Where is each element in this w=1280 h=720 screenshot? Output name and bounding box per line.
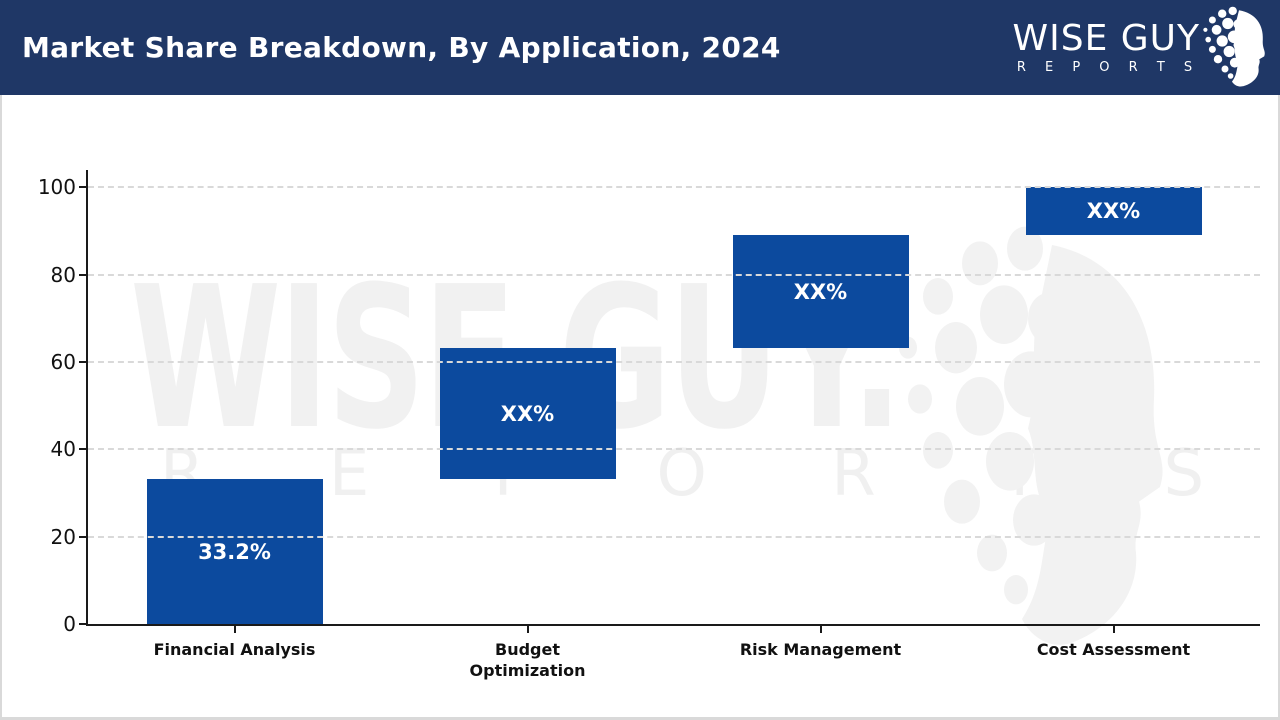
y-tick-label: 20: [50, 524, 76, 549]
y-tick-label: 60: [50, 350, 76, 375]
y-tick: [79, 535, 88, 538]
logo-wordmark-sub: R E P O R T S: [1016, 59, 1200, 75]
dotted-head-icon: [1203, 6, 1265, 87]
y-axis: [86, 170, 88, 626]
category-label: Financial Analysis: [153, 640, 316, 659]
logo-wordmark: WISE GUY R E P O R T S: [1012, 17, 1201, 75]
x-tick: [233, 626, 236, 633]
y-tick: [79, 448, 88, 451]
bar: [1025, 187, 1202, 236]
y-tick: [79, 186, 88, 189]
gridline: [88, 361, 1260, 364]
gridline: [88, 535, 1260, 538]
category-label: Cost Assessment: [1036, 640, 1191, 659]
y-tick-label: 100: [37, 175, 76, 200]
y-tick: [79, 623, 88, 625]
page-title: Market Share Breakdown, By Application, …: [22, 31, 781, 64]
bar: [732, 235, 909, 349]
y-tick-label: 0: [63, 612, 76, 636]
category-label: Risk Management: [739, 640, 902, 659]
bar-value-label: 33.2%: [198, 539, 271, 564]
x-tick: [1112, 626, 1115, 633]
x-tick: [526, 626, 529, 633]
watermark-head-icon: [899, 226, 1163, 645]
bar-value-label: XX%: [793, 279, 848, 304]
logo-wordmark-main: WISE GUY: [1012, 17, 1200, 59]
bar-value-label: XX%: [500, 401, 555, 426]
bar: [146, 479, 323, 624]
y-tick: [79, 361, 88, 364]
gridline: [88, 273, 1260, 276]
y-tick-label: 40: [50, 437, 76, 462]
bar-value-label: XX%: [1086, 199, 1141, 224]
gridline: [88, 186, 1260, 189]
brand-logo: WISE GUY R E P O R T S: [1013, 0, 1269, 95]
y-tick: [79, 273, 88, 276]
category-label: Budget Optimization: [469, 640, 586, 680]
x-tick: [819, 626, 822, 633]
y-tick-label: 80: [50, 262, 76, 287]
header: Market Share Breakdown, By Application, …: [0, 0, 1280, 95]
gridline: [88, 448, 1260, 451]
chart-area: WISE GUY. R E P O R T S . 0 20 40 60 80 100 33…: [2, 95, 1278, 717]
bar: [439, 348, 616, 480]
x-axis: [86, 624, 1260, 626]
